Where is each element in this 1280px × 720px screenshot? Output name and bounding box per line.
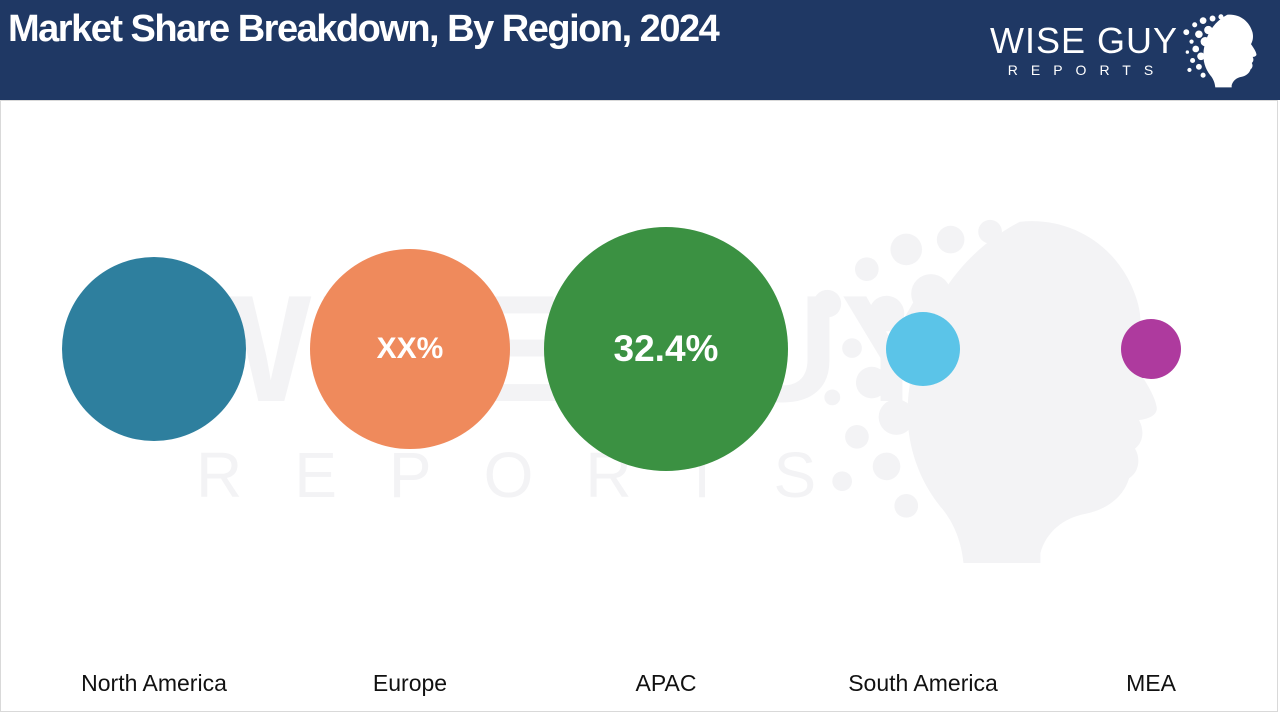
wise-guy-reports-logo: WISE GUY REPORTS <box>990 6 1264 94</box>
logo-brand-text: WISE GUY <box>989 20 1178 62</box>
category-label-mea: MEA <box>1126 670 1176 696</box>
bubble-mea <box>1121 319 1181 379</box>
logo-head-profile-icon <box>1180 6 1264 94</box>
category-label-apac: APAC <box>635 670 697 696</box>
page-title: Market Share Breakdown, By Region, 2024 <box>8 8 720 50</box>
bubble-north-america <box>62 257 246 441</box>
logo-reports-text: REPORTS <box>1007 61 1167 78</box>
category-label-europe: Europe <box>372 670 448 696</box>
title-bar: Market Share Breakdown, By Region, 2024 … <box>0 0 1280 100</box>
category-label-south-america: South America <box>848 670 998 696</box>
bubble-south-america <box>886 312 960 386</box>
bubble-value-label: XX% <box>376 332 444 365</box>
bubble-europe: XX% <box>310 249 510 449</box>
bubble-apac: 32.4% <box>544 227 788 471</box>
category-label-north-america: North America <box>81 670 227 696</box>
bubble-value-label: 32.4% <box>613 328 719 369</box>
